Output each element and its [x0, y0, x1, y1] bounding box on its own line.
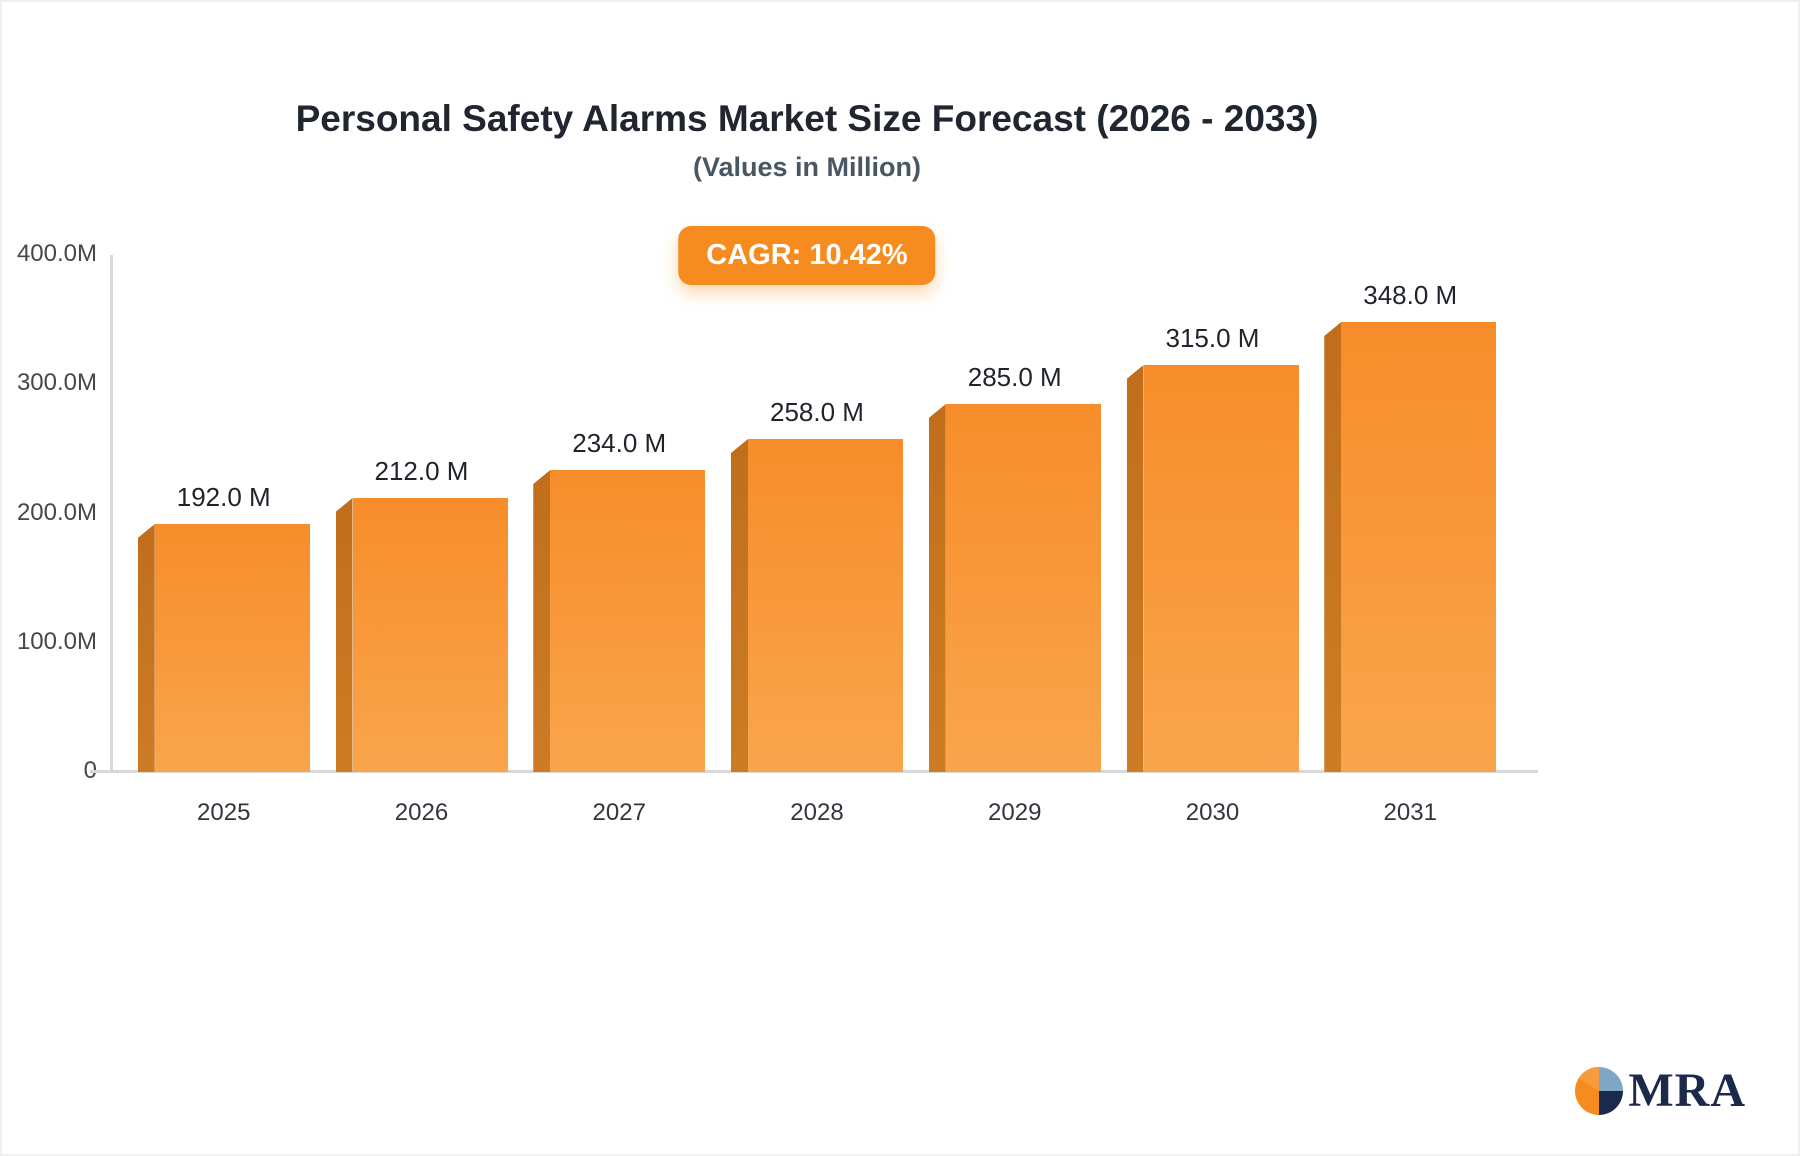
x-axis-category-label: 2028 — [790, 799, 844, 826]
y-tick-label: 0 — [2, 757, 97, 785]
bar: 315.0 M — [1126, 323, 1299, 772]
bar: 348.0 M — [1324, 280, 1497, 772]
bar-value-label: 285.0 M — [967, 362, 1062, 392]
bar: 192.0 M — [137, 482, 310, 772]
x-axis-category-label: 2030 — [1185, 799, 1240, 826]
y-tick-label: 300.0M — [16, 369, 97, 397]
bar-group: 212.0 M 2026 — [335, 255, 508, 826]
bar-value-label: 212.0 M — [374, 456, 469, 486]
bar-value-label: 234.0 M — [572, 428, 667, 458]
bar-side-face — [533, 470, 551, 772]
bar-value-label: 348.0 M — [1363, 280, 1458, 310]
bar: 285.0 M — [928, 362, 1101, 772]
x-axis-category-label: 2031 — [1383, 799, 1437, 826]
bar-side-face — [731, 439, 748, 772]
chart-title: Personal Safety Alarms Market Size Forec… — [295, 98, 1319, 139]
bar-side-face — [1126, 365, 1144, 772]
bar-group: 258.0 M 2028 — [731, 255, 903, 826]
bar-front-face — [550, 470, 706, 772]
bar-front-face — [748, 439, 903, 772]
brand-logo: MRA — [1572, 1063, 1746, 1118]
plot-area: 192.0 M 2025 212.0 M 2026 234.0 M 2027 258.0 M… — [112, 255, 1522, 826]
cagr-badge: CAGR: 10.42% — [678, 226, 936, 285]
y-tick-label: 200.0M — [16, 498, 97, 526]
bar-front-face — [945, 404, 1101, 772]
bar-group: 348.0 M 2031 — [1324, 255, 1497, 826]
bar-value-label: 192.0 M — [176, 482, 271, 512]
bar-side-face — [928, 404, 946, 772]
bar-group: 192.0 M 2025 — [137, 255, 310, 826]
y-tick-label: 100.0M — [16, 627, 97, 655]
bar: 234.0 M — [533, 428, 706, 772]
bar-side-face — [335, 498, 353, 772]
y-axis-line — [110, 255, 113, 772]
bar-front-face — [1143, 365, 1299, 772]
bar-value-label: 315.0 M — [1165, 323, 1260, 353]
bar-group: 234.0 M 2027 — [533, 255, 706, 826]
logo-text: MRA — [1628, 1064, 1746, 1117]
x-axis-category-label: 2026 — [394, 799, 449, 826]
bar-group: 315.0 M 2030 — [1126, 255, 1299, 826]
bar-side-face — [137, 524, 155, 772]
bar-side-face — [1324, 322, 1342, 772]
y-tick-label: 400.0M — [16, 240, 97, 267]
bar-group: 285.0 M 2029 — [928, 255, 1101, 826]
x-axis-category-label: 2027 — [592, 799, 646, 826]
bar-value-label: 258.0 M — [770, 397, 864, 427]
bar: 212.0 M — [335, 456, 508, 772]
pie-logo-icon — [1575, 1066, 1624, 1115]
y-axis: 0 100.0M 200.0M 300.0M 400.0M — [2, 240, 97, 784]
bar-front-face — [1341, 322, 1497, 772]
bar-front-face — [352, 498, 508, 772]
bar-front-face — [154, 524, 310, 772]
x-axis-category-label: 2029 — [988, 799, 1042, 826]
bars-container: 192.0 M 2025 212.0 M 2026 234.0 M 2027 258.0 M… — [112, 255, 1522, 826]
bar: 258.0 M — [731, 397, 903, 772]
chart-subtitle: (Values in Million) — [692, 152, 922, 182]
x-axis-category-label: 2025 — [197, 799, 251, 826]
